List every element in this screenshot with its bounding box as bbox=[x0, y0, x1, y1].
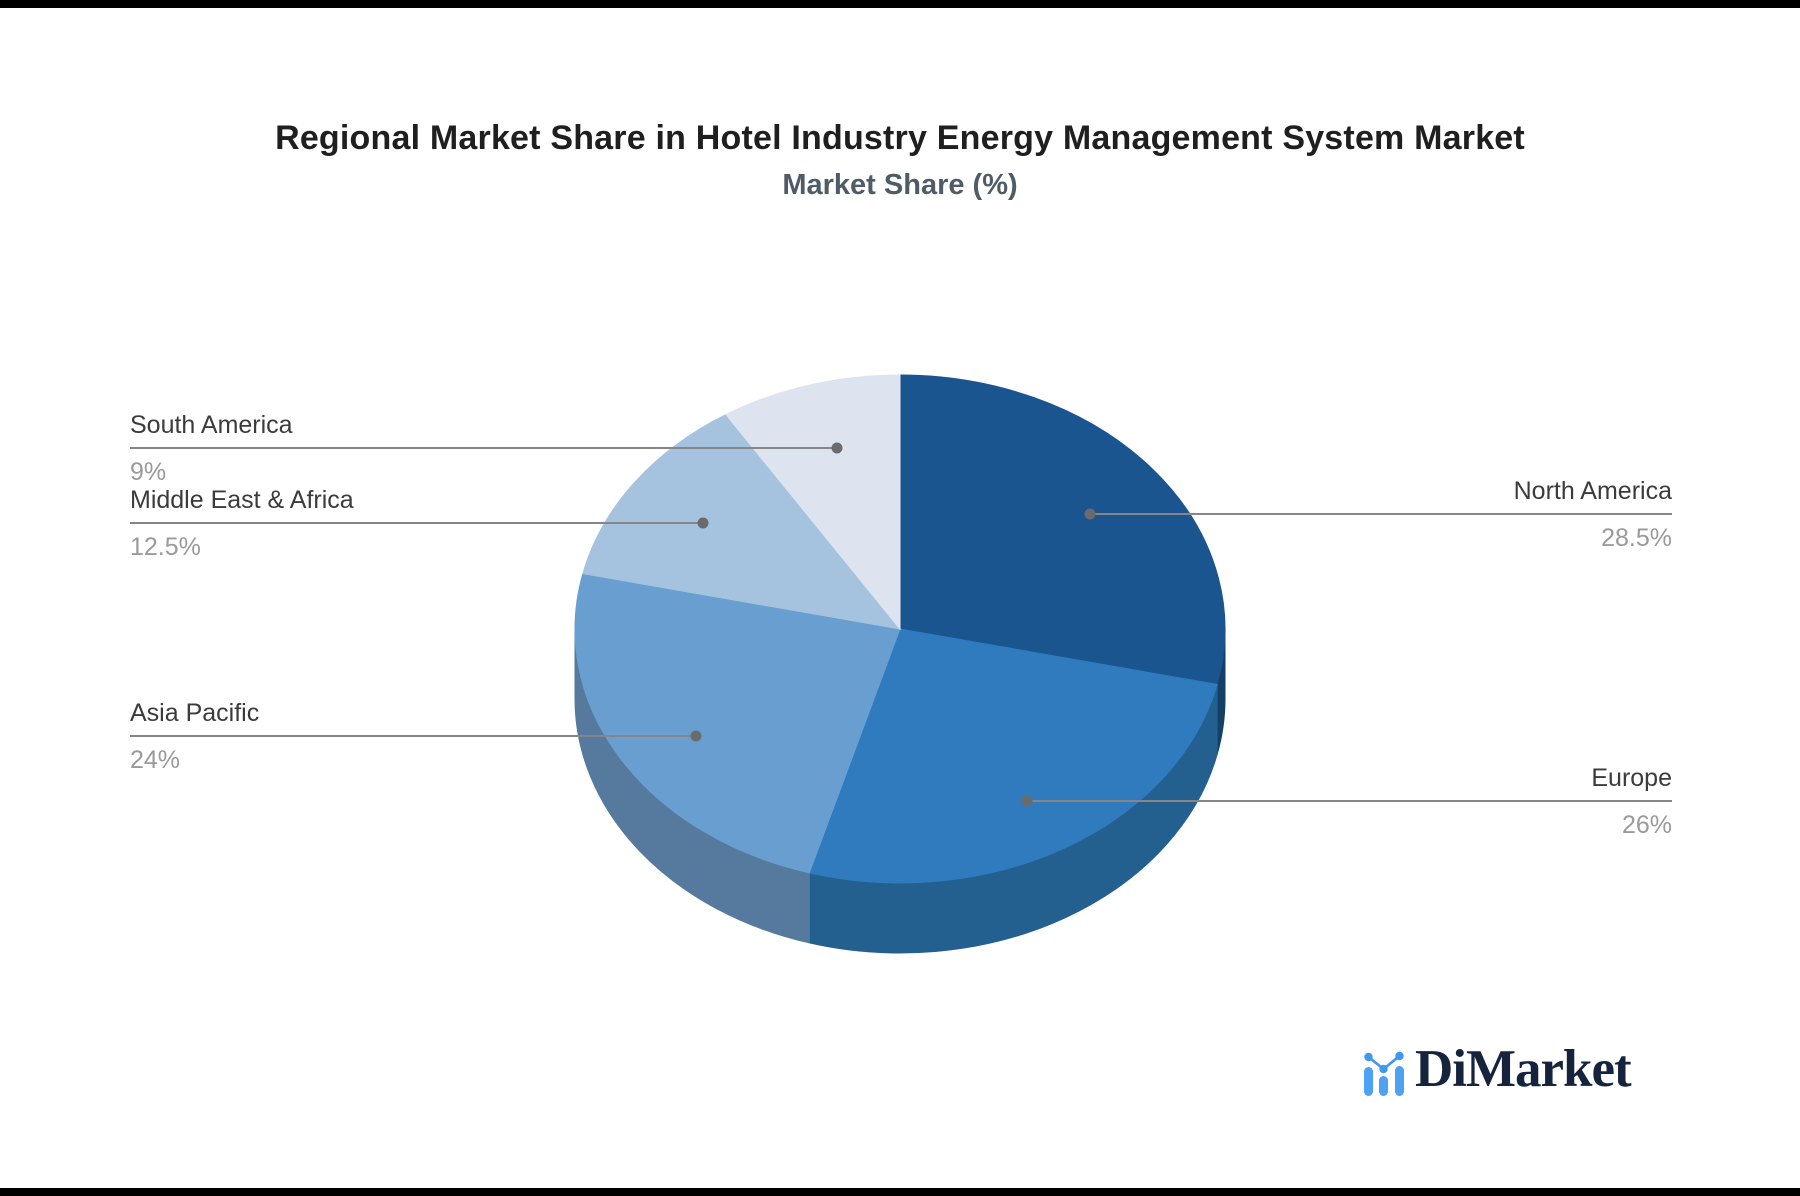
slice-pct-middle-east-africa: 12.5% bbox=[130, 533, 201, 561]
chart-subtitle: Market Share (%) bbox=[782, 169, 1018, 201]
leader-dot-middle-east-africa bbox=[697, 517, 709, 529]
pie-slice-north-america[interactable] bbox=[899, 374, 1226, 685]
slice-pct-south-america: 9% bbox=[130, 458, 167, 486]
pie-slice-middle-east-africa[interactable] bbox=[582, 413, 902, 630]
dimarket-logo: DiMarket bbox=[1362, 1036, 1632, 1098]
slice-label-asia-pacific: Asia Pacific bbox=[130, 699, 260, 727]
bottom-letterbox-bar bbox=[0, 1188, 1800, 1196]
bar-chart-logo-icon bbox=[1364, 1051, 1404, 1096]
slice-pct-europe: 26% bbox=[1621, 811, 1672, 839]
top-letterbox-bar bbox=[0, 0, 1800, 8]
pie-slice-asia-pacific[interactable] bbox=[574, 573, 901, 874]
slice-pct-asia-pacific: 24% bbox=[130, 746, 181, 774]
slice-label-north-america: North America bbox=[1513, 477, 1672, 505]
pie-slice-south-america[interactable] bbox=[725, 374, 901, 631]
slice-label-middle-east-africa: Middle East & Africa bbox=[130, 486, 354, 514]
leader-dot-asia-pacific bbox=[690, 730, 702, 742]
pie-slice-europe[interactable] bbox=[808, 628, 1218, 884]
leader-dot-south-america bbox=[831, 442, 843, 454]
leader-dot-north-america bbox=[1084, 508, 1096, 520]
chart-title: Regional Market Share in Hotel Industry … bbox=[275, 119, 1525, 157]
slice-label-south-america: South America bbox=[130, 411, 293, 439]
slice-pct-north-america: 28.5% bbox=[1601, 524, 1672, 552]
leader-dot-europe bbox=[1021, 795, 1033, 807]
slice-label-europe: Europe bbox=[1591, 764, 1672, 792]
logo-text: DiMarket bbox=[1415, 1040, 1632, 1098]
